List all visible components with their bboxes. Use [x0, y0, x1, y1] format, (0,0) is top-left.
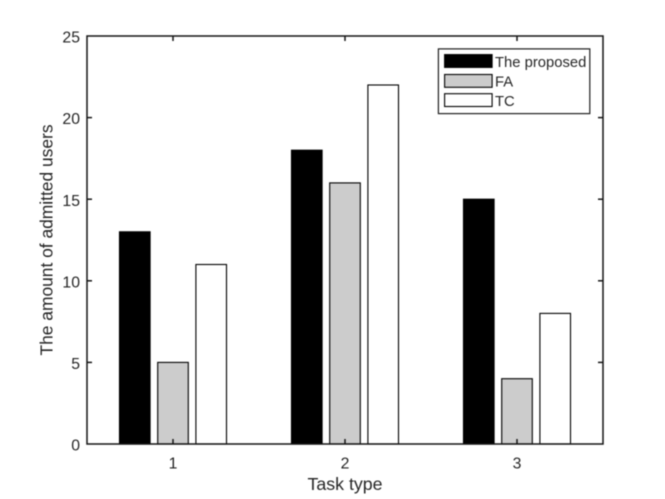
svg-text:2: 2	[341, 455, 350, 472]
svg-text:5: 5	[71, 356, 80, 373]
svg-text:0: 0	[71, 438, 80, 455]
svg-text:The proposed: The proposed	[495, 55, 586, 71]
svg-text:The amount of admitted users: The amount of admitted users	[36, 124, 56, 355]
svg-text:TC: TC	[495, 94, 515, 110]
svg-text:15: 15	[62, 193, 80, 210]
svg-text:Task type: Task type	[307, 474, 382, 494]
svg-text:FA: FA	[495, 75, 513, 91]
svg-text:1: 1	[169, 455, 178, 472]
svg-text:25: 25	[62, 30, 80, 47]
svg-text:3: 3	[513, 455, 522, 472]
svg-text:20: 20	[62, 111, 80, 128]
svg-text:10: 10	[62, 274, 80, 291]
